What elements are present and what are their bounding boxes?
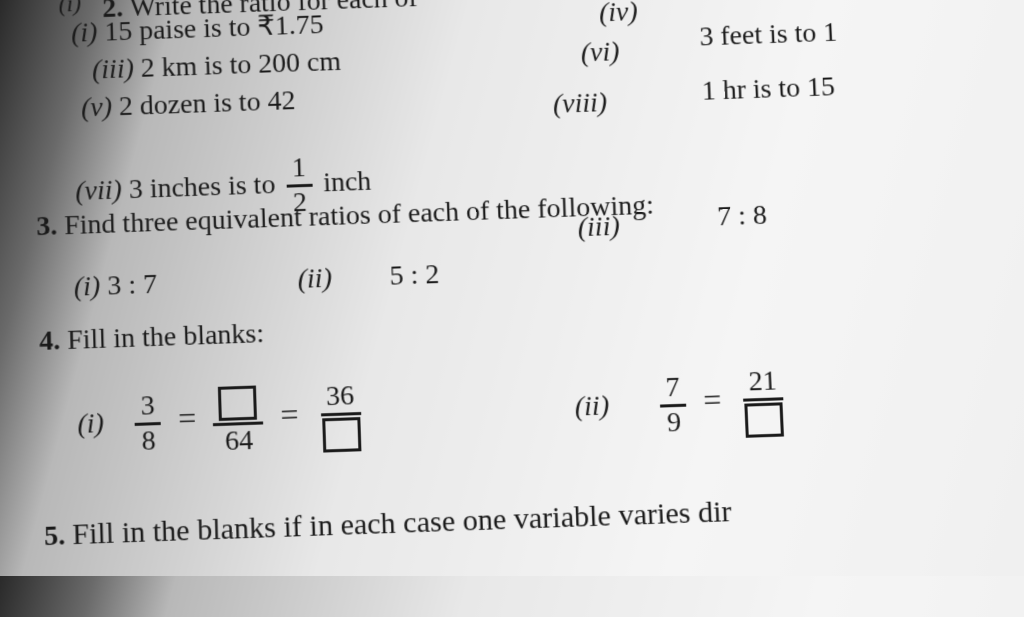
q4-text: Fill in the blanks: [67, 318, 265, 356]
frac-num: 3 [134, 392, 161, 426]
q3-ii-text: 5 : 2 [389, 259, 440, 293]
q3-i-text: 3 : 7 [107, 269, 158, 302]
q2-viii-num: (viii) [552, 87, 607, 120]
q2-viii-text: 1 hr is to 15 [701, 71, 835, 107]
frac-num: 36 [320, 382, 361, 417]
q3-iii-num: (iii) [577, 211, 620, 243]
q4-i-frac3: 36 [315, 382, 367, 453]
q2-item-iii: (iii) 2 km is to 200 cm [84, 46, 342, 87]
q4-ii-frac1: 7 9 [659, 374, 688, 438]
blank-box [316, 415, 367, 453]
frac-num: 7 [659, 374, 686, 408]
blank-box [212, 385, 263, 426]
q5-header: 5. Fill in the blanks if in each case on… [44, 495, 733, 553]
frac-den: 8 [135, 425, 162, 456]
q2-i-text: 15 paise is to ₹1.75 [104, 9, 324, 47]
q2-v-num: (v) [73, 92, 113, 124]
equals-sign: = [280, 396, 299, 433]
q2-iv-num: (iv) [598, 0, 638, 28]
q3-number: 3. [36, 211, 58, 243]
equals-sign: = [702, 381, 722, 418]
frac-den: 64 [219, 425, 260, 457]
blank-box [739, 400, 791, 438]
frac-num: 1 [285, 154, 312, 188]
q3-item-iii: (iii) [577, 211, 620, 244]
q5-text: Fill in the blanks if in each case one v… [72, 495, 732, 551]
q4-i-frac1: 3 8 [134, 392, 162, 456]
q4-i-frac2: 64 [212, 385, 264, 456]
q4-i-num: (i) [69, 408, 104, 440]
q4-item-i: (i) 3 8 = 64 = 36 [69, 382, 371, 462]
q2-item-viii: (viii) [552, 87, 607, 121]
q3-item-ii: (ii) [289, 263, 332, 296]
q2-vii-text-b: inch [323, 166, 372, 198]
q2-item-v: (v) 2 dozen is to 42 [73, 85, 296, 124]
q4-header: 4. Fill in the blanks: [39, 318, 265, 358]
q2-iii-text: 2 km is to 200 cm [140, 46, 341, 84]
frac-num: 21 [742, 367, 784, 402]
q2-vi-text: 3 feet is to 1 [699, 17, 838, 53]
q3-item-i: (i) 3 : 7 [65, 269, 157, 304]
q2-iii-num: (iii) [84, 53, 135, 85]
textbook-page: (i) 55. 2. Write the ratio for each of (… [0, 0, 1024, 617]
q3-ii-num: (ii) [289, 263, 332, 295]
q3-i-num: (i) [65, 271, 100, 303]
frac-den: 9 [660, 407, 687, 438]
q2-v-text: 2 dozen is to 42 [119, 85, 296, 122]
q4-ii-frac2: 21 [737, 367, 790, 438]
q4-item-ii: (ii) 7 9 = 21 [574, 367, 795, 444]
q2-item-iv: (iv) [598, 0, 638, 29]
q3-iii-text: 7 : 8 [717, 200, 768, 234]
q4-ii-num: (ii) [574, 390, 610, 422]
equals-sign: = [178, 400, 197, 437]
q5-number: 5. [44, 520, 66, 552]
q4-number: 4. [39, 325, 61, 357]
q2-item-vi: (vi) [580, 36, 620, 69]
q2-i-num: (i) [63, 17, 98, 49]
q2-vi-num: (vi) [580, 36, 620, 68]
q2-vii-num: (vii) [67, 174, 122, 207]
q2-vii-text-a: 3 inches is to [128, 169, 275, 205]
